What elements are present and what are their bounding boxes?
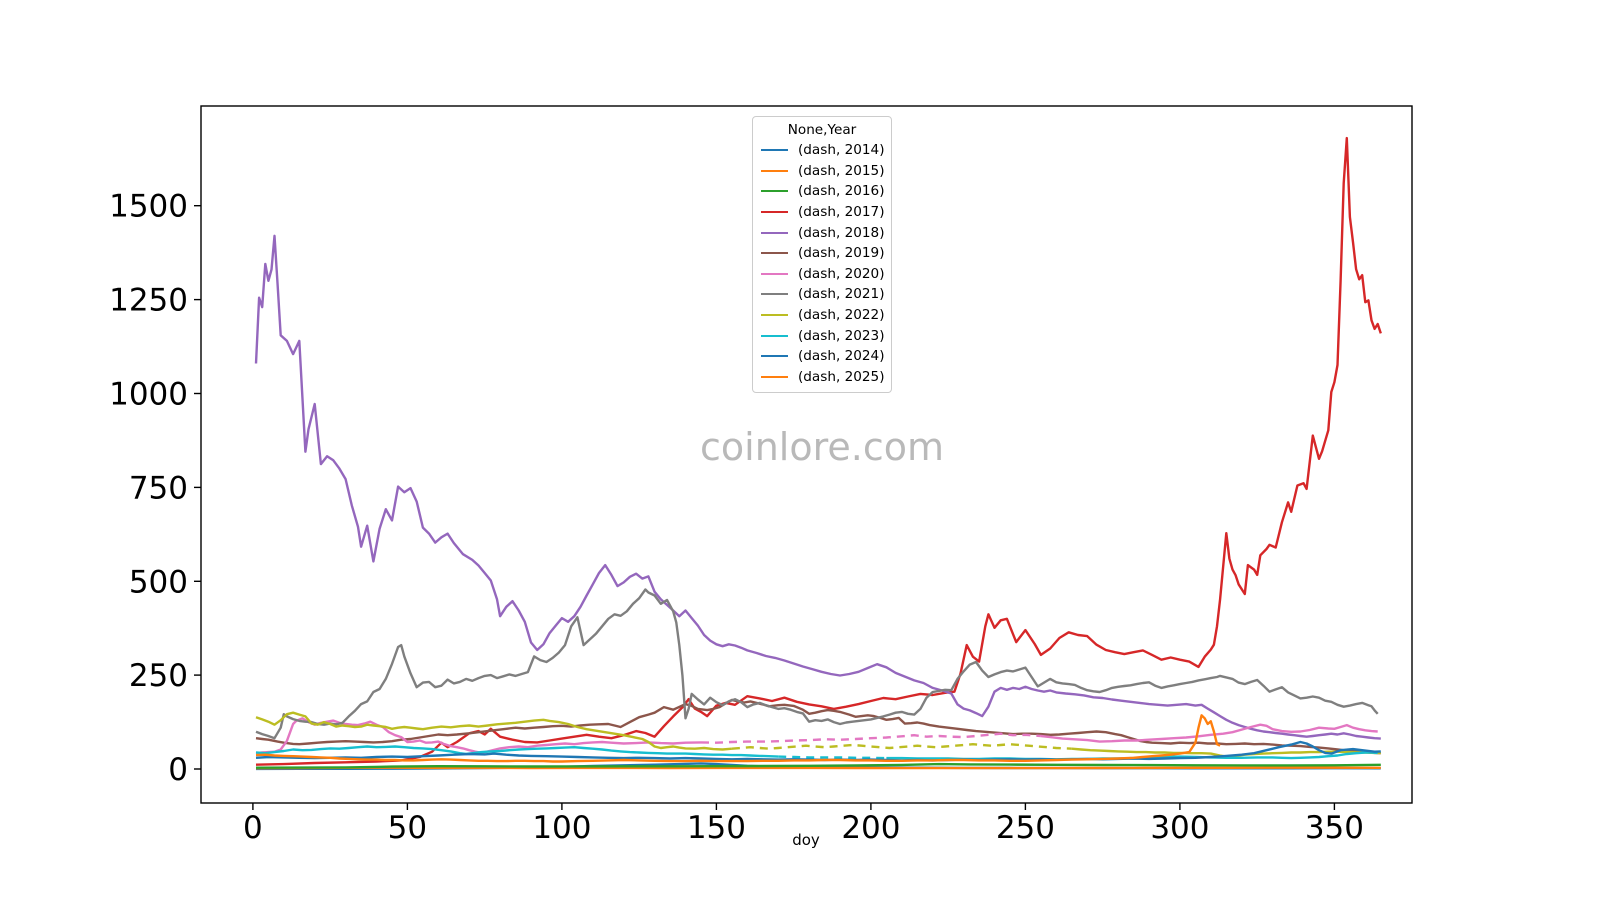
legend-row: (dash, 2014) <box>759 140 885 161</box>
legend-label: (dash, 2024) <box>798 348 885 365</box>
legend-row: (dash, 2018) <box>759 222 885 243</box>
legend-title: None,Year <box>787 122 857 138</box>
series-line-dash-2017 <box>255 136 1382 766</box>
legend-row: (dash, 2019) <box>759 243 885 264</box>
legend-label: (dash, 2016) <box>798 183 885 200</box>
legend-label: (dash, 2019) <box>798 245 885 262</box>
legend-label: (dash, 2017) <box>798 204 885 221</box>
legend-row: (dash, 2023) <box>759 325 885 346</box>
series-line-dash-2024 <box>255 740 1381 762</box>
series-line-dash-2021 <box>255 588 1379 740</box>
y-axis-tick-label: 1250 <box>109 283 188 319</box>
x-axis-label: doy <box>792 831 820 849</box>
legend-label: (dash, 2014) <box>798 142 885 159</box>
legend-label: (dash, 2021) <box>798 286 885 303</box>
series-line-dash-2018 <box>254 234 1381 740</box>
x-axis-tick-label: 50 <box>388 810 427 846</box>
legend-label: (dash, 2015) <box>798 162 885 179</box>
y-axis-tick-label: 750 <box>129 470 188 506</box>
legend-row: (dash, 2015) <box>759 161 885 182</box>
legend-row: (dash, 2025) <box>759 367 885 388</box>
x-axis-tick-label: 0 <box>243 810 263 846</box>
watermark: coinlore.com <box>700 425 944 469</box>
legend-line-swatch <box>761 252 788 255</box>
legend-row: (dash, 2016) <box>759 181 885 202</box>
x-axis-tick-label: 150 <box>687 810 746 846</box>
y-axis-tick-label: 250 <box>129 658 188 694</box>
x-axis-tick-label: 300 <box>1150 810 1209 846</box>
legend-line-swatch <box>761 293 788 296</box>
legend-label: (dash, 2020) <box>798 265 885 282</box>
series-line-dash-2015 <box>255 766 1381 770</box>
series-line-dash-2022 <box>255 711 733 751</box>
legend-label: (dash, 2018) <box>798 224 885 241</box>
legend-line-swatch <box>761 169 788 172</box>
legend-line-swatch <box>761 231 788 234</box>
y-axis-tick-label: 1000 <box>109 377 188 413</box>
plot-border <box>200 105 1413 804</box>
series-line-dash-2019 <box>255 698 1381 755</box>
legend-row: (dash, 2017) <box>759 202 885 223</box>
x-axis-tick-label: 100 <box>532 810 591 846</box>
legend-line-swatch <box>761 272 788 275</box>
legend-line-swatch <box>761 314 788 317</box>
legend-entries: (dash, 2014) (dash, 2015) (dash, 2016) (das… <box>759 140 885 387</box>
legend-row: (dash, 2022) <box>759 305 885 326</box>
legend-row: (dash, 2021) <box>759 284 885 305</box>
series-line-dash-2020 <box>700 732 1041 744</box>
legend-box: None,Year (dash, 2014) (dash, 2015) (dash,… <box>752 116 892 394</box>
axes-layer: 0 50 100 150 200 250 300 350 0 250 500 750 1000 1250 1… <box>109 105 1413 846</box>
y-axis-tick-label: 500 <box>129 564 188 600</box>
series-line-dash-2023 <box>255 745 779 758</box>
legend-label: (dash, 2023) <box>798 327 885 344</box>
x-axis-tick-label: 250 <box>996 810 1055 846</box>
legend-label: (dash, 2025) <box>798 368 885 385</box>
y-axis-tick-label: 1500 <box>109 189 188 225</box>
series-line-dash-2022 <box>731 743 1072 750</box>
legend-line-swatch <box>761 149 788 152</box>
series-line-dash-2023 <box>778 755 887 760</box>
series-line-dash-2025 <box>255 714 1221 763</box>
legend-line-swatch <box>761 211 788 214</box>
legend-line-swatch <box>761 355 788 358</box>
legend-line-swatch <box>761 375 788 378</box>
legend-line-swatch <box>761 334 788 337</box>
series-line-dash-2016 <box>255 762 1381 769</box>
x-axis-tick-label: 350 <box>1305 810 1364 846</box>
series-lines-layer <box>254 136 1382 771</box>
y-axis-tick-label: 0 <box>168 752 188 788</box>
series-line-dash-2020 <box>1040 723 1378 743</box>
legend-row: (dash, 2020) <box>759 264 885 285</box>
legend-line-swatch <box>761 190 788 193</box>
legend-label: (dash, 2022) <box>798 307 885 324</box>
x-axis-tick-label: 200 <box>841 810 900 846</box>
legend-row: (dash, 2024) <box>759 346 885 367</box>
